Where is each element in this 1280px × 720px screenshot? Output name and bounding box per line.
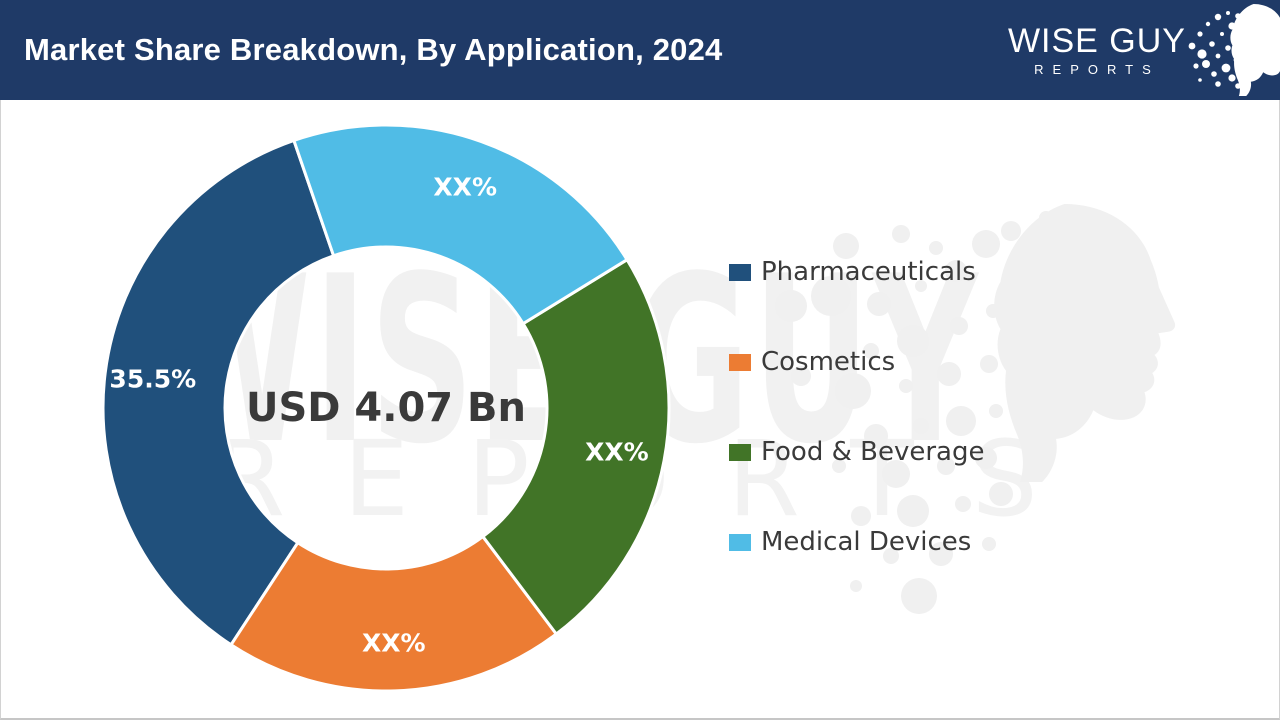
header-bar: Market Share Breakdown, By Application, … (0, 0, 1280, 100)
legend-item-medical-devices: Medical Devices (729, 528, 985, 556)
donut-chart: 35.5% XX% XX% XX% (101, 123, 671, 693)
slice-food-beverage (480, 257, 671, 637)
logo-face-icon (1188, 4, 1280, 97)
logo-wordmark: WISE GUY (1007, 22, 1186, 60)
chart-center-value: USD 4.07 Bn (246, 385, 526, 431)
logo-wordmark-block: WISE GUY REPORTS (1008, 23, 1186, 78)
slice-cosmetics (228, 534, 559, 693)
slice-medical-devices (291, 123, 630, 326)
legend-swatch-cosmetics (729, 353, 751, 371)
slice-label-cosmetics: XX% (362, 629, 426, 658)
slice-label-food-beverage: XX% (585, 437, 649, 466)
logo-reports-label: REPORTS (1034, 62, 1160, 77)
legend-swatch-medical-devices (729, 533, 751, 551)
chart-legend: Pharmaceuticals Cosmetics Food & Beverage M… (729, 258, 985, 556)
legend-item-food-beverage: Food & Beverage (729, 438, 985, 466)
wiseguy-logo: WISE GUY REPORTS (1008, 0, 1280, 100)
content-area: WISE GUY REPORTS (0, 100, 1280, 720)
legend-label-food-beverage: Food & Beverage (761, 437, 985, 467)
legend-swatch-pharmaceuticals (729, 263, 751, 281)
legend-label-medical-devices: Medical Devices (761, 527, 972, 557)
slice-pharmaceuticals (101, 138, 336, 647)
legend-item-pharmaceuticals: Pharmaceuticals (729, 258, 985, 286)
legend-item-cosmetics: Cosmetics (729, 348, 985, 376)
legend-label-cosmetics: Cosmetics (761, 347, 896, 377)
slice-label-pharmaceuticals: 35.5% (109, 365, 196, 394)
slice-label-medical-devices: XX% (433, 173, 497, 202)
page-title: Market Share Breakdown, By Application, … (24, 32, 723, 67)
legend-label-pharmaceuticals: Pharmaceuticals (761, 257, 976, 287)
legend-swatch-food-beverage (729, 443, 751, 461)
